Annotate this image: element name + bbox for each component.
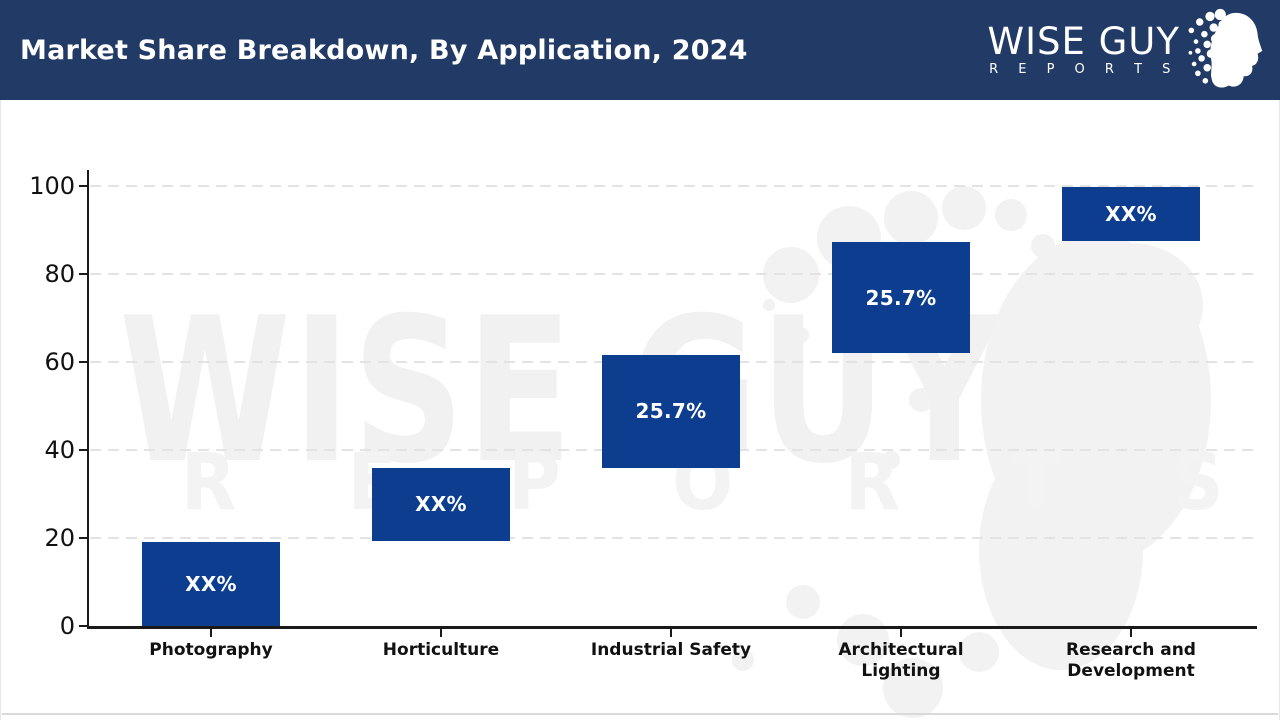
bar-value-label: 25.7% bbox=[635, 399, 707, 424]
x-axis-tick bbox=[900, 628, 902, 637]
y-axis-tick-label: 20 bbox=[44, 524, 75, 552]
logo-head-icon bbox=[1188, 8, 1263, 88]
x-axis-tick bbox=[210, 628, 212, 637]
y-axis-tick bbox=[79, 273, 89, 275]
y-axis-tick-label: 0 bbox=[59, 612, 75, 640]
bar-value-label: XX% bbox=[1105, 202, 1157, 227]
gridline bbox=[90, 185, 1257, 187]
x-axis-tick bbox=[670, 628, 672, 637]
x-axis-tick bbox=[1130, 628, 1132, 637]
bar-segment: XX% bbox=[142, 541, 280, 626]
x-axis-tick bbox=[440, 628, 442, 637]
y-axis-tick-label: 80 bbox=[44, 260, 75, 288]
category-label: Research and Development bbox=[1066, 640, 1196, 682]
y-axis-tick bbox=[79, 625, 89, 627]
chart-title: Market Share Breakdown, By Application, … bbox=[20, 34, 748, 66]
chart-area: WISE GUY R E P O R T S 0 20 40 60 80 100 XX% Ph… bbox=[0, 100, 1280, 720]
category-label: Architectural Lighting bbox=[838, 640, 964, 682]
y-axis-tick-label: 60 bbox=[44, 348, 75, 376]
header-bar: Market Share Breakdown, By Application, … bbox=[0, 0, 1280, 100]
bottom-border-line bbox=[2, 713, 1278, 715]
logo-word: WISE GUY bbox=[987, 19, 1180, 63]
gridline bbox=[90, 273, 1257, 275]
y-axis-tick-label: 100 bbox=[29, 172, 75, 200]
bar-segment: 25.7% bbox=[832, 241, 970, 354]
bar-value-label: XX% bbox=[185, 571, 237, 596]
category-label: Photography bbox=[149, 640, 273, 660]
plot-region: 0 20 40 60 80 100 XX% Photography XX% Horticultur… bbox=[1, 100, 1279, 720]
category-label: Industrial Safety bbox=[590, 640, 752, 660]
bar-segment: 25.7% bbox=[602, 354, 740, 468]
logo-wordmark: WISE GUY R E P O R T S bbox=[987, 19, 1180, 78]
y-axis-tick bbox=[79, 185, 89, 187]
bar-segment: XX% bbox=[372, 467, 510, 542]
gridline bbox=[90, 537, 1257, 539]
logo-subtitle: R E P O R T S bbox=[989, 62, 1179, 78]
y-axis-tick bbox=[79, 537, 89, 539]
y-axis-tick-label: 40 bbox=[44, 436, 75, 464]
bar-value-label: 25.7% bbox=[865, 285, 937, 310]
bar-value-label: XX% bbox=[415, 492, 467, 517]
y-axis-tick bbox=[79, 449, 89, 451]
bar-segment: XX% bbox=[1062, 187, 1200, 241]
y-axis-tick bbox=[79, 361, 89, 363]
x-axis-line bbox=[87, 626, 1257, 629]
y-axis-line bbox=[87, 170, 89, 628]
category-label: Horticulture bbox=[382, 640, 500, 660]
wiseguy-logo: WISE GUY R E P O R T S bbox=[988, 6, 1266, 94]
